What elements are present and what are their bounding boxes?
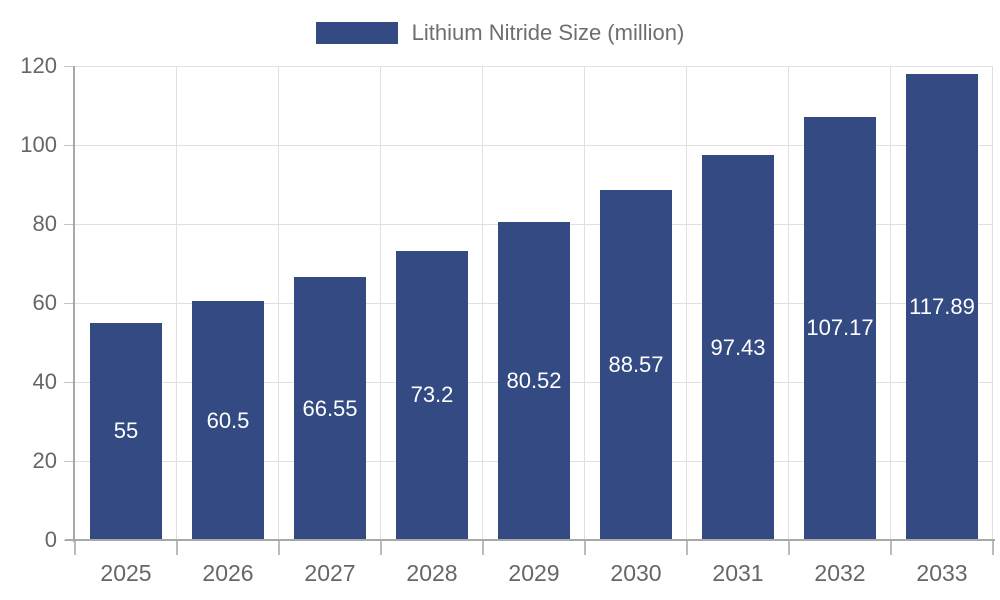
y-axis-tick-label: 0 xyxy=(44,527,57,552)
legend-swatch xyxy=(315,22,398,44)
y-axis-tick xyxy=(64,224,74,225)
bar-2029: 80.52 xyxy=(498,221,570,540)
bar-value-label: 73.2 xyxy=(410,382,454,408)
bar-value-label: 80.52 xyxy=(506,367,562,393)
bar-2030: 88.57 xyxy=(600,190,672,540)
bar-value-label: 88.57 xyxy=(608,352,664,378)
y-axis-line xyxy=(73,66,75,542)
x-axis-line xyxy=(65,539,995,541)
x-axis: 2025 2026 2027 2028 2029 2030 2031 2032 2033 xyxy=(74,540,994,600)
bar-value-label: 60.5 xyxy=(206,407,250,433)
y-axis-tick xyxy=(64,461,74,462)
x-axis-tick xyxy=(482,540,484,555)
x-axis-tick-label: 2032 xyxy=(814,560,866,586)
bar-value-label: 107.17 xyxy=(806,315,874,341)
x-axis-tick-label: 2027 xyxy=(304,560,356,586)
v-gridline xyxy=(176,66,177,540)
bar-2027: 66.55 xyxy=(294,277,366,540)
v-gridline xyxy=(890,66,891,540)
bar-value-label: 97.43 xyxy=(710,334,766,360)
bar-2032: 107.17 xyxy=(804,116,876,540)
bar-2026: 60.5 xyxy=(192,301,264,540)
x-axis-tick xyxy=(74,540,76,555)
y-axis-tick-label: 20 xyxy=(32,448,57,473)
x-axis-tick xyxy=(584,540,586,555)
v-gridline xyxy=(788,66,789,540)
y-axis-tick-label: 80 xyxy=(32,211,57,236)
bar-2033: 117.89 xyxy=(906,74,978,540)
x-axis-tick xyxy=(890,540,892,555)
x-axis-tick xyxy=(380,540,382,555)
y-axis-tick-label: 60 xyxy=(32,290,57,315)
v-gridline xyxy=(686,66,687,540)
x-axis-tick-label: 2029 xyxy=(508,560,560,586)
plot-area: 55 60.5 66.55 73.2 80.52 88.57 97.43 107.17 117.… xyxy=(75,66,993,540)
y-axis-tick xyxy=(64,145,74,146)
bar-value-label: 55 xyxy=(113,418,139,444)
y-axis-tick-label: 120 xyxy=(20,53,57,78)
v-gridline xyxy=(992,66,993,540)
x-axis-tick-label: 2033 xyxy=(916,560,968,586)
v-gridline xyxy=(584,66,585,540)
v-gridline xyxy=(380,66,381,540)
y-axis-tick-label: 100 xyxy=(20,132,57,157)
h-gridline xyxy=(75,145,993,146)
x-axis-tick xyxy=(788,540,790,555)
bar-value-label: 117.89 xyxy=(909,294,975,320)
x-axis-tick-label: 2025 xyxy=(100,560,152,586)
x-axis-tick xyxy=(176,540,178,555)
x-axis-tick xyxy=(992,540,994,555)
y-axis-tick xyxy=(64,382,74,383)
x-axis-tick-label: 2026 xyxy=(202,560,254,586)
x-axis-tick xyxy=(686,540,688,555)
bar-2031: 97.43 xyxy=(702,155,774,540)
y-axis: 0 20 40 60 80 100 120 xyxy=(0,55,75,551)
y-axis-tick xyxy=(64,303,74,304)
legend[interactable]: Lithium Nitride Size (million) xyxy=(0,20,1000,46)
bar-value-label: 66.55 xyxy=(302,395,358,421)
x-axis-tick-label: 2031 xyxy=(712,560,764,586)
x-axis-tick-label: 2030 xyxy=(610,560,662,586)
y-axis-tick xyxy=(64,66,74,67)
legend-label: Lithium Nitride Size (million) xyxy=(411,20,685,45)
v-gridline xyxy=(278,66,279,540)
bar-2025: 55 xyxy=(90,322,162,540)
h-gridline xyxy=(75,66,993,67)
bar-2028: 73.2 xyxy=(396,250,468,540)
x-axis-tick-label: 2028 xyxy=(406,560,458,586)
y-axis-tick-label: 40 xyxy=(32,369,57,394)
v-gridline xyxy=(482,66,483,540)
x-axis-tick xyxy=(278,540,280,555)
